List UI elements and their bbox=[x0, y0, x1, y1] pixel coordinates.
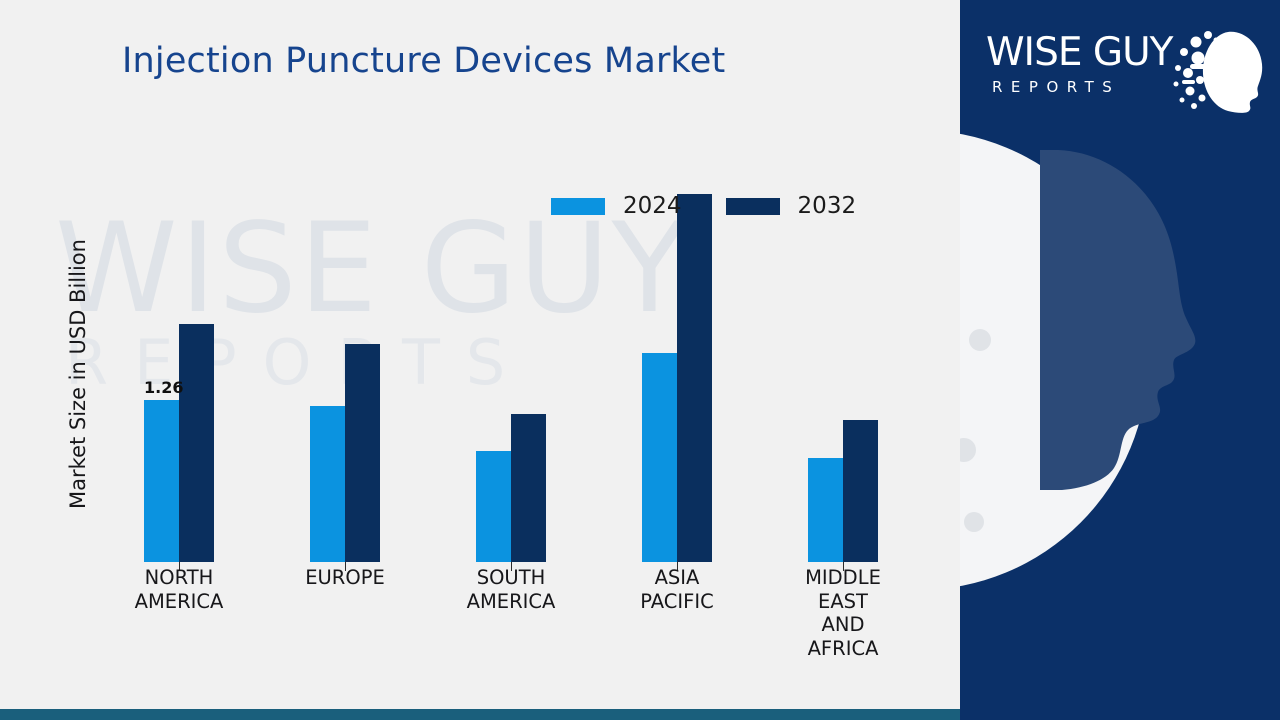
x-axis-tick-label: MIDDLE EAST AND AFRICA bbox=[805, 566, 881, 660]
plot-area: 1.26 bbox=[96, 150, 926, 562]
x-axis-tick-label: SOUTH AMERICA bbox=[466, 566, 556, 613]
legend-swatch-2032 bbox=[725, 197, 780, 215]
logo-wordmark: WISE GUY bbox=[986, 30, 1173, 75]
bar-2032[interactable] bbox=[677, 193, 712, 562]
legend-label-2032: 2032 bbox=[797, 193, 857, 219]
bar-pair bbox=[808, 150, 878, 562]
x-axis-tick bbox=[179, 562, 180, 571]
bar-2032[interactable] bbox=[511, 413, 546, 562]
bar-2032[interactable] bbox=[179, 323, 214, 562]
x-axis-tick bbox=[345, 562, 346, 571]
bar-pair bbox=[642, 150, 712, 562]
brand-panel: WISE GUY REPORTS bbox=[960, 0, 1280, 720]
head-profile-icon bbox=[1173, 31, 1263, 113]
chart-panel: WISE GUY REPORTS Injection Puncture Devi… bbox=[0, 41, 960, 720]
x-axis-tick-label: NORTH AMERICA bbox=[134, 566, 224, 613]
logo-subtitle: REPORTS bbox=[992, 78, 1121, 96]
bar-2032[interactable] bbox=[843, 420, 878, 562]
bar-2024[interactable] bbox=[476, 451, 511, 562]
bar-group bbox=[428, 150, 594, 562]
face-profile-silhouette bbox=[1040, 150, 1196, 490]
x-axis-tick-label: EUROPE bbox=[305, 566, 385, 589]
y-axis-label: Market Size in USD Billion bbox=[66, 239, 90, 509]
bar-pair bbox=[476, 150, 546, 562]
legend-swatch-2024 bbox=[551, 197, 605, 215]
bar-value-label: 1.26 bbox=[144, 377, 184, 397]
x-axis-tick bbox=[677, 562, 678, 571]
page-title: Injection Puncture Devices Market bbox=[122, 41, 726, 81]
x-axis-tick-label: ASIA PACIFIC bbox=[640, 566, 714, 613]
bar-group bbox=[760, 150, 926, 562]
x-axis-categories: NORTH AMERICA EUROPE SOUTH AMERICA ASIA PACIFI… bbox=[96, 566, 926, 660]
x-axis-tick bbox=[843, 562, 844, 571]
legend-label-2024: 2024 bbox=[623, 193, 682, 219]
bar-groups: 1.26 bbox=[96, 150, 926, 562]
legend-item-2032[interactable]: 2032 bbox=[725, 193, 857, 219]
bar-2024[interactable]: 1.26 bbox=[144, 378, 183, 562]
molecule-dots-decoration bbox=[960, 329, 991, 532]
bar-2024[interactable] bbox=[642, 353, 677, 562]
bar-pair bbox=[310, 150, 380, 562]
bar-group bbox=[594, 150, 760, 562]
x-axis-tick bbox=[511, 562, 512, 571]
bottom-accent-strip bbox=[0, 709, 960, 720]
bar-2032[interactable] bbox=[345, 344, 380, 562]
bar-group bbox=[262, 150, 428, 562]
chart-legend: 2024 2032 bbox=[551, 193, 856, 219]
bar-2024[interactable] bbox=[310, 406, 345, 562]
bar-pair: 1.26 bbox=[144, 150, 214, 562]
bar-group: 1.26 bbox=[96, 150, 262, 562]
bar-2024[interactable] bbox=[808, 457, 843, 562]
legend-item-2024[interactable]: 2024 bbox=[551, 193, 682, 219]
brand-logo: WISE GUY REPORTS bbox=[986, 30, 1263, 113]
